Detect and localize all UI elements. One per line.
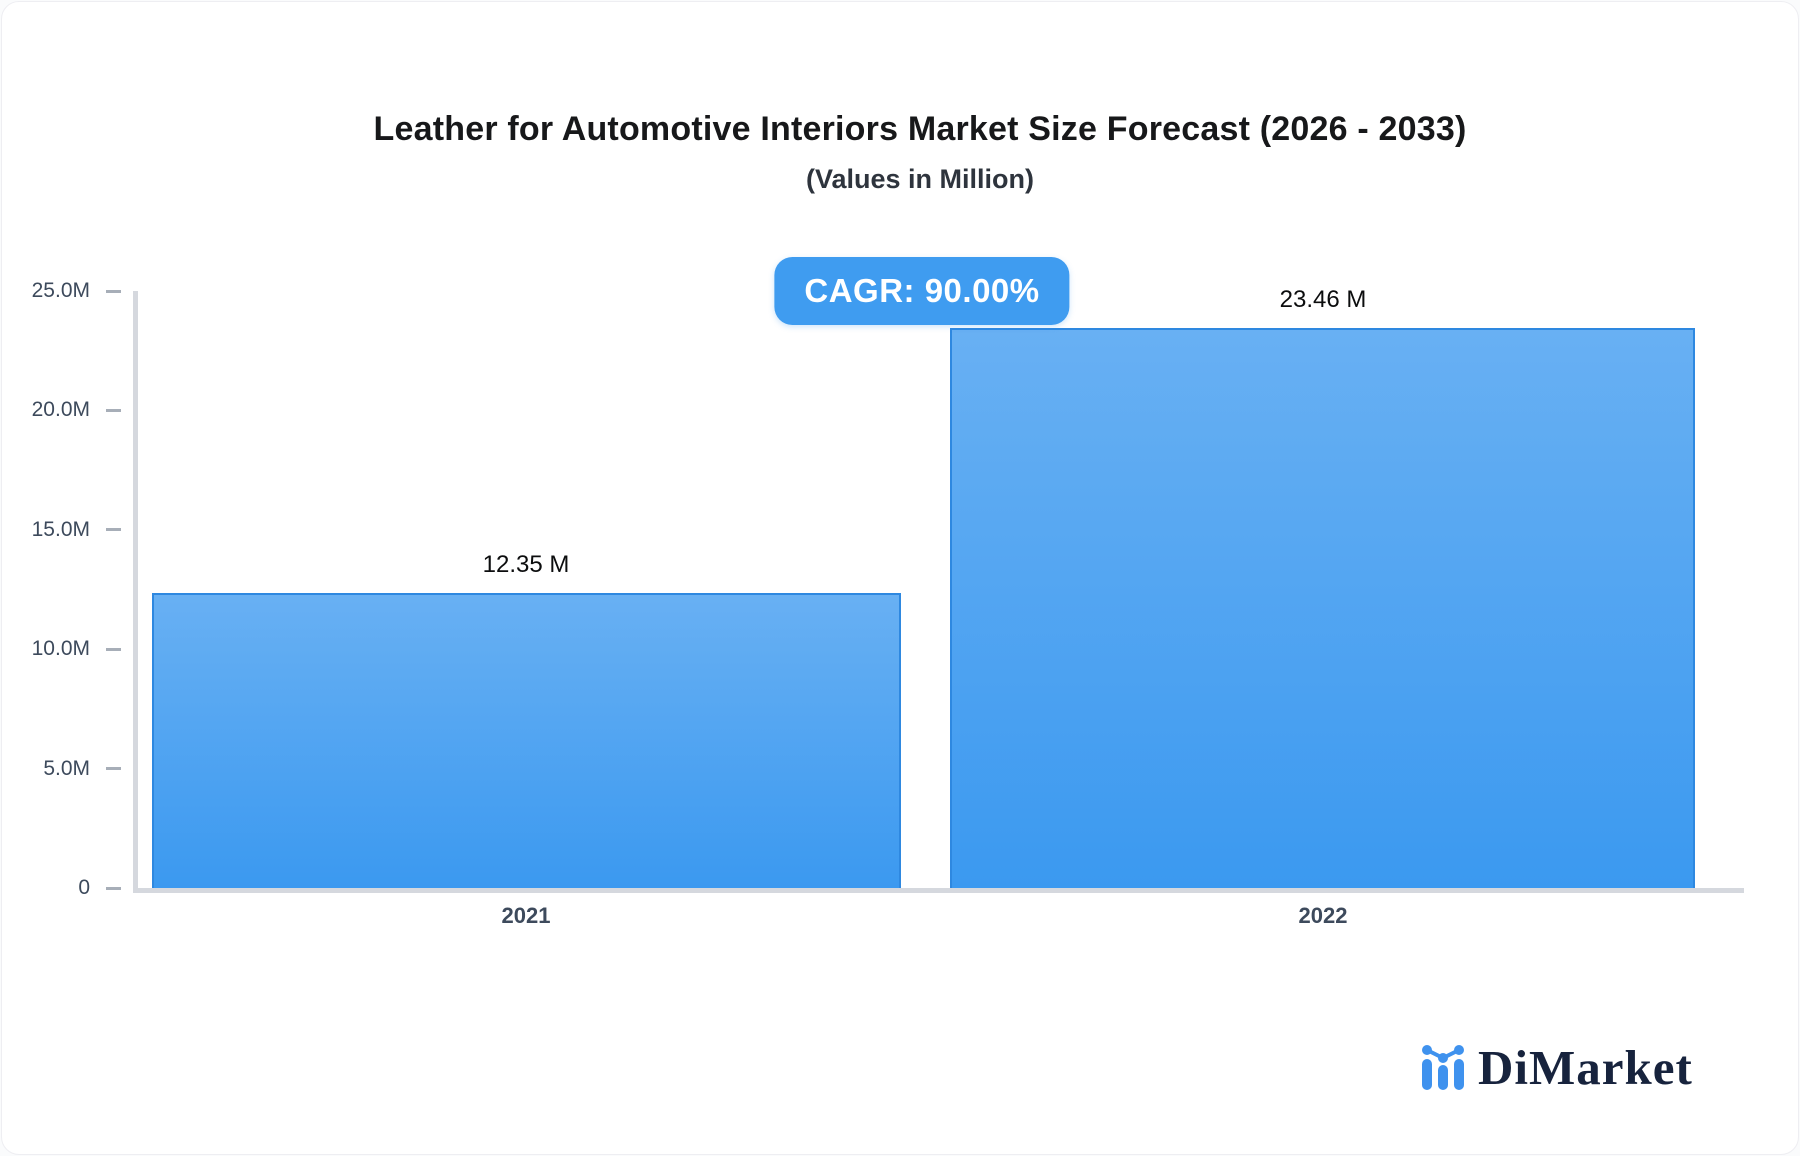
y-tick-0 xyxy=(106,886,121,890)
y-axis-line xyxy=(133,291,138,893)
x-axis-label-2022: 2022 xyxy=(1298,903,1348,928)
y-tick-5.0M xyxy=(106,767,121,771)
y-tick-label-5.0M: 5.0M xyxy=(43,756,90,780)
dimarket-logo-icon xyxy=(1422,1045,1464,1090)
x-axis-line xyxy=(133,888,1744,893)
y-tick-label-20.0M: 20.0M xyxy=(31,398,90,422)
brand-name: DiMarket xyxy=(1478,1039,1693,1095)
chart-subtitle: (Values in Million) xyxy=(805,164,1035,194)
y-tick-25.0M xyxy=(106,289,121,293)
cagr-badge: CAGR: 90.00% xyxy=(774,257,1070,325)
y-tick-label-10.0M: 10.0M xyxy=(31,637,90,661)
x-axis-label-2021: 2021 xyxy=(501,903,551,928)
y-tick-label-0: 0 xyxy=(78,876,90,899)
bar-value-label-2021: 12.35 M xyxy=(482,551,570,579)
y-tick-label-15.0M: 15.0M xyxy=(31,517,90,541)
y-tick-15.0M xyxy=(106,528,121,532)
y-tick-20.0M xyxy=(106,408,121,412)
bar-value-label-2022: 23.46 M xyxy=(1279,285,1367,313)
brand-logo: DiMarket xyxy=(1421,1039,1693,1095)
chart-title: Leather for Automotive Interiors Market … xyxy=(373,110,1467,148)
y-tick-label-25.0M: 25.0M xyxy=(31,279,90,302)
y-tick-10.0M xyxy=(106,647,121,651)
bar-2021[interactable] xyxy=(152,593,901,888)
bar-2022[interactable] xyxy=(950,327,1695,888)
